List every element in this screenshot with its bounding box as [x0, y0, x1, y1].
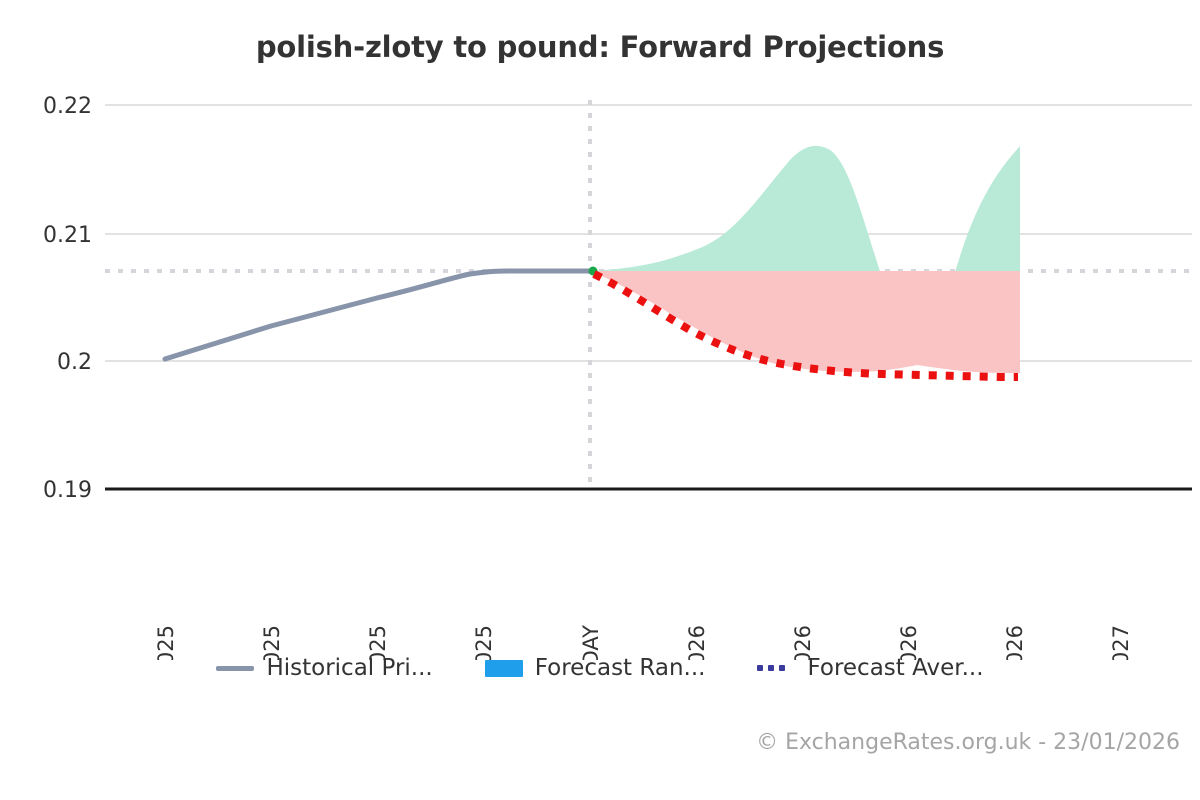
- y-tick-label: 0.19: [43, 478, 92, 503]
- legend-label: Historical Pri...: [266, 655, 433, 681]
- x-tick-label: TODAY: [579, 625, 603, 660]
- x-tick-labels: Q1 2025 Q2 2025 Q3 2025 Q4 2025 TODAY Q1…: [154, 625, 1133, 660]
- legend-item-historical-price[interactable]: Historical Pri...: [216, 655, 433, 681]
- x-tick-label: Q1 2027: [1109, 625, 1133, 660]
- x-tick-label: Q4 2026: [1003, 625, 1027, 660]
- x-tick-label: Q3 2025: [366, 625, 390, 660]
- legend-item-forecast-average[interactable]: Forecast Aver...: [757, 655, 984, 681]
- copyright-footer: © ExchangeRates.org.uk - 23/01/2026: [756, 730, 1180, 755]
- y-gridlines: [105, 104, 1192, 362]
- x-tick-label: Q4 2025: [472, 625, 496, 660]
- x-tick-label: Q2 2026: [791, 625, 815, 660]
- chart-plot-area: 0.22 0.21 0.2 0.19 Q1 2025 Q2 2025 Q3 20…: [43, 94, 1192, 660]
- y-tick-labels: 0.22 0.21 0.2 0.19: [43, 94, 92, 503]
- x-tick-label: Q3 2026: [897, 625, 921, 660]
- legend-line-swatch-icon: [216, 665, 255, 671]
- legend-dotted-swatch-icon: [757, 665, 795, 671]
- chart-title: polish-zloty to pound: Forward Projectio…: [255, 30, 945, 64]
- legend-item-forecast-range[interactable]: Forecast Ran...: [484, 655, 706, 681]
- x-tick-label: Q1 2025: [154, 625, 178, 660]
- y-tick-label: 0.2: [57, 350, 92, 375]
- historical-price-line: [162, 268, 593, 362]
- legend-label: Forecast Ran...: [534, 655, 706, 681]
- x-tick-label: Q2 2025: [260, 625, 284, 660]
- forecast-average-line: [592, 270, 1018, 381]
- y-tick-label: 0.21: [43, 223, 92, 248]
- chart-legend: Historical Pri... Forecast Ran... Foreca…: [0, 655, 1200, 681]
- x-tick-label: Q1 2026: [685, 625, 709, 660]
- legend-box-swatch-icon: [484, 659, 523, 677]
- y-tick-label: 0.22: [43, 94, 92, 119]
- forecast-lower-band: [590, 271, 1020, 373]
- legend-label: Forecast Aver...: [807, 655, 984, 681]
